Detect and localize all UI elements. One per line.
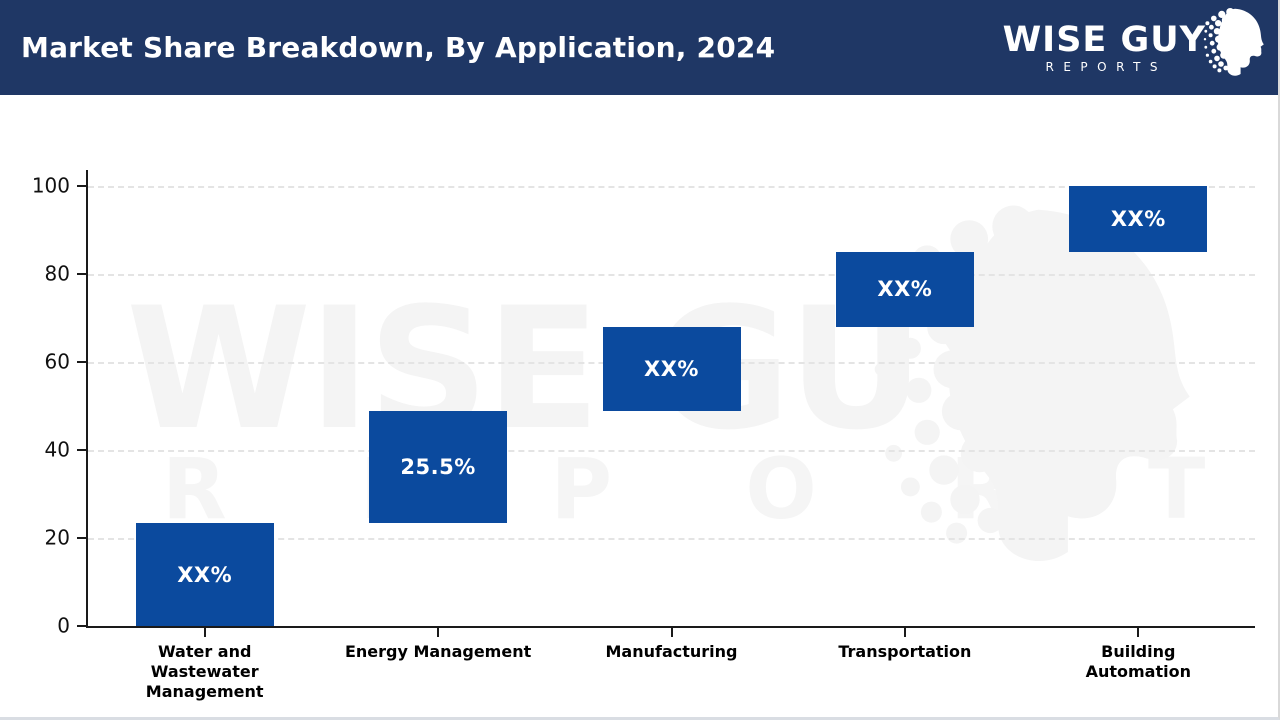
- brand-face-icon: [1203, 8, 1264, 76]
- y-axis-tick-60: [77, 361, 86, 363]
- x-axis-tick-0: [203, 628, 206, 637]
- gridline-100: [88, 186, 1255, 188]
- y-axis-tick-label: 20: [44, 525, 70, 550]
- y-axis-tick-100: [77, 185, 86, 187]
- bar-value-label: XX%: [644, 357, 699, 382]
- y-axis-tick-80: [77, 273, 86, 275]
- y-axis-tick-label: 100: [31, 173, 70, 198]
- bar-value-label: 25.5%: [400, 455, 476, 480]
- y-axis-tick-label: 60: [44, 349, 70, 374]
- gridline-80: [88, 274, 1255, 276]
- x-category-label: Water and Wastewater Management: [145, 642, 264, 701]
- bar-value-label: XX%: [877, 277, 933, 302]
- y-axis-tick-label: 80: [44, 261, 70, 286]
- x-category-label: Energy Management: [344, 642, 532, 661]
- y-axis-spine: [86, 170, 88, 628]
- y-axis-tick-0: [77, 625, 86, 627]
- gridline-20: [88, 538, 1255, 540]
- brand-logo: WISE GUY REPORTS: [1003, 4, 1274, 92]
- bar-4: XX%: [1069, 186, 1208, 252]
- brand-name: WISE GUY: [1002, 20, 1206, 60]
- x-axis-spine: [86, 626, 1255, 628]
- chart-area: WISE GUY R E P O R T S 020406080100XX%Wa…: [0, 95, 1280, 720]
- y-axis-tick-20: [77, 537, 86, 539]
- x-axis-tick-2: [670, 628, 673, 637]
- bar-1: 25.5%: [369, 411, 508, 524]
- x-axis-tick-4: [1137, 628, 1140, 637]
- gridline-40: [88, 450, 1255, 452]
- bar-3: XX%: [835, 252, 974, 327]
- x-axis-tick-3: [903, 628, 906, 637]
- bar-value-label: XX%: [177, 562, 233, 587]
- brand-logo-text: WISE GUY REPORTS: [1003, 22, 1206, 74]
- x-category-label: Transportation: [838, 642, 972, 661]
- y-axis-tick-40: [77, 449, 86, 451]
- x-category-label: Manufacturing: [605, 642, 738, 661]
- bar-2: XX%: [602, 326, 741, 412]
- page-title: Market Share Breakdown, By Application, …: [21, 31, 776, 64]
- x-category-label: Building Automation: [1085, 642, 1191, 681]
- y-axis-tick-label: 40: [44, 437, 70, 462]
- x-axis-tick-1: [437, 628, 440, 637]
- bar-value-label: XX%: [1110, 207, 1166, 231]
- bar-0: XX%: [135, 523, 274, 626]
- y-axis-tick-label: 0: [57, 613, 70, 638]
- brand-subname: REPORTS: [1045, 60, 1168, 74]
- header-bar: Market Share Breakdown, By Application, …: [0, 0, 1280, 95]
